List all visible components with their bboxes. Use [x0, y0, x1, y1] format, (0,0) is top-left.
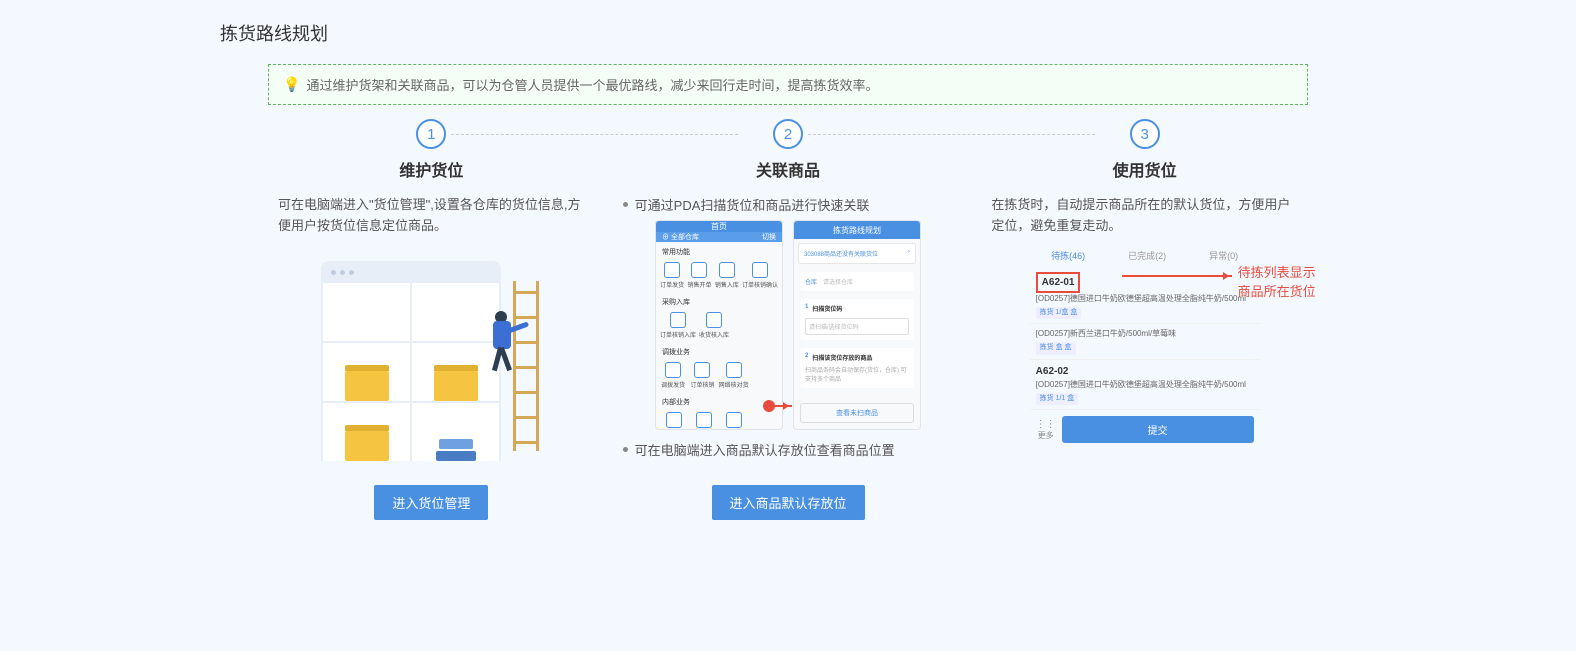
phone-mock-scan: 拣货路线规划 303088商品还没有关联货位› 仓库 请选择仓库 1扫描货位码 …	[793, 220, 921, 430]
section-label: 采购入库	[656, 292, 782, 309]
tab-done: 已完成(2)	[1128, 249, 1166, 262]
phone-header: 拣货路线规划	[794, 221, 920, 239]
callout-arrow-icon	[1122, 275, 1232, 277]
list-item: A62-02 [OD0257]德国进口牛奶欧德堡超高温处理全脂纯牛奶/500ml…	[1030, 360, 1260, 411]
tip-text: 通过维护货架和关联商品，可以为仓管人员提供一个最优路线，减少来回行走时间，提高拣…	[306, 75, 878, 94]
warehouse-selector: ⊕ 全部仓库	[662, 232, 699, 242]
step2-bullet-1: 可通过PDA扫描货位和商品进行快速关联	[625, 195, 870, 214]
step-desc-3: 在拣货时，自动提示商品所在的默认货位，方便用户定位，避免重复走动。	[981, 195, 1308, 237]
enter-location-mgmt-button[interactable]: 进入货位管理	[374, 485, 488, 520]
submit-button-mock: 提交	[1062, 416, 1254, 443]
step2-bullet-2: 可在电脑端进入商品默认存放位查看商品位置	[625, 440, 895, 459]
lightbulb-icon: 💡	[283, 76, 300, 93]
view-unscanned-button: 查看未扫商品	[800, 403, 914, 423]
step-1: 1 维护货位 可在电脑端进入"货位管理",设置各仓库的货位信息,方便用户按货位信…	[268, 119, 595, 520]
location-code: A62-02	[1036, 366, 1069, 377]
arrow-icon	[768, 405, 792, 407]
location-code: A62-01	[1036, 272, 1081, 293]
step-title-2: 关联商品	[756, 157, 820, 181]
switch-label: 切换	[762, 232, 776, 242]
callout-text: 待拣列表显示 商品所在货位	[1238, 263, 1316, 302]
step-3: 3 使用货位 在拣货时，自动提示商品所在的默认货位，方便用户定位，避免重复走动。…	[981, 119, 1308, 520]
step-2: 2 关联商品 可通过PDA扫描货位和商品进行快速关联 首页 ⊕ 全部仓库 切换 …	[625, 119, 952, 520]
step-badge-2: 2	[773, 119, 803, 149]
list-item: [OD0257]新西兰进口牛奶/500ml/草莓味 拣货 盒 盒	[1030, 324, 1260, 360]
step-connector	[808, 134, 1095, 135]
tab-pending: 待拣(46)	[1051, 249, 1085, 262]
phone-header: 首页	[656, 221, 782, 232]
step-connector	[451, 134, 738, 135]
section-label: 常用功能	[656, 242, 782, 259]
illustration-picklist: 待拣(46) 已完成(2) 异常(0) A62-01 [OD0257]德国进口牛…	[1030, 245, 1260, 465]
page-title: 拣货路线规划	[220, 20, 1356, 46]
step-title-3: 使用货位	[1113, 157, 1177, 181]
step-badge-1: 1	[416, 119, 446, 149]
step-title-1: 维护货位	[399, 157, 463, 181]
illustration-phones: 首页 ⊕ 全部仓库 切换 常用功能 订单发货 销售开单 销售入库 订单核销确认 …	[648, 220, 928, 440]
steps-row: 1 维护货位 可在电脑端进入"货位管理",设置各仓库的货位信息,方便用户按货位信…	[220, 119, 1356, 520]
tip-box: 💡 通过维护货架和关联商品，可以为仓管人员提供一个最优路线，减少来回行走时间，提…	[268, 64, 1308, 105]
tab-error: 异常(0)	[1209, 249, 1238, 262]
step-badge-3: 3	[1130, 119, 1160, 149]
illustration-shelves	[301, 251, 561, 471]
step-desc-1: 可在电脑端进入"货位管理",设置各仓库的货位信息,方便用户按货位信息定位商品。	[268, 195, 595, 237]
enter-default-location-button[interactable]: 进入商品默认存放位	[712, 485, 865, 520]
more-icon: 更多	[1036, 419, 1056, 441]
section-label: 调拨业务	[656, 342, 782, 359]
phone-mock-home: 首页 ⊕ 全部仓库 切换 常用功能 订单发货 销售开单 销售入库 订单核销确认 …	[655, 220, 783, 430]
